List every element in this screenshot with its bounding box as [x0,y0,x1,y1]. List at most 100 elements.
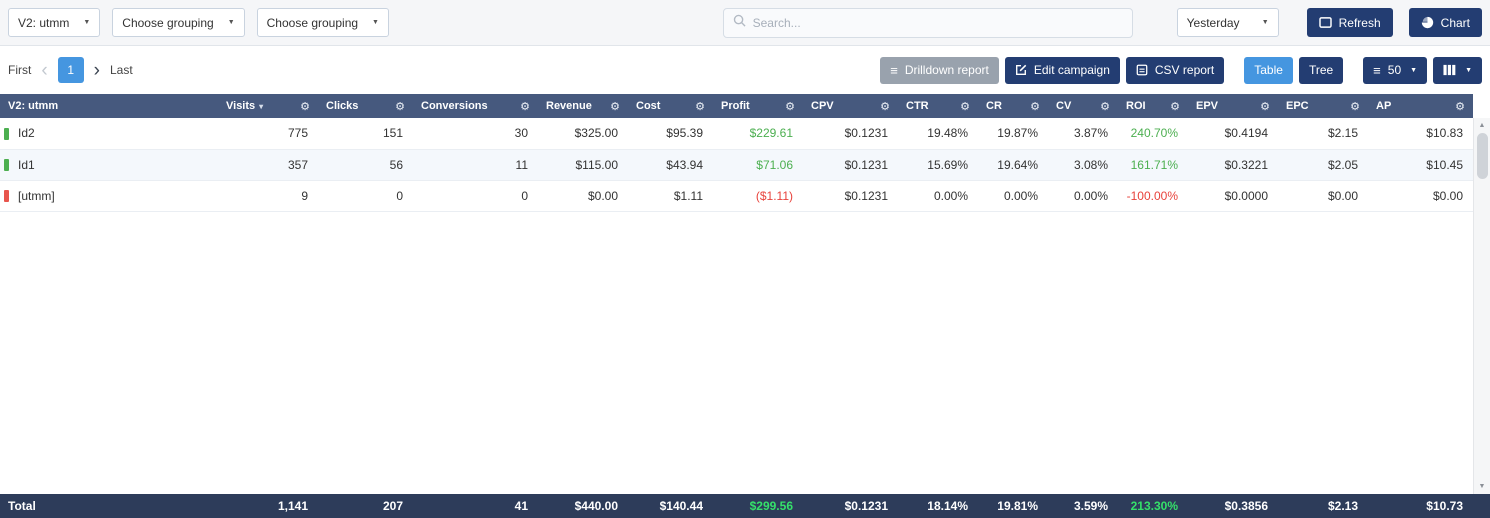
column-header-clicks[interactable]: Clicks ⚙ [318,94,413,118]
chart-label: Chart [1440,15,1470,30]
cell-name[interactable]: Id2 [0,118,218,150]
drilldown-report-button[interactable]: ≡ Drilldown report [880,56,999,84]
column-header-visits[interactable]: Visits ▾ ⚙ [218,94,318,118]
column-header-cpv[interactable]: CPV ⚙ [803,94,898,118]
cell-profit: $71.06 [713,149,803,181]
gear-icon[interactable]: ⚙ [395,100,405,113]
top-toolbar: V2: utmm ▼ Choose grouping ▼ Choose grou… [0,0,1490,46]
grouping-select-2[interactable]: Choose grouping ▼ [256,8,389,37]
scroll-down-icon[interactable]: ▼ [1478,483,1486,490]
gear-icon[interactable]: ⚙ [960,100,970,113]
gear-icon[interactable]: ⚙ [1455,100,1465,113]
gear-icon[interactable]: ⚙ [1260,100,1270,113]
cell-cr: 19.87% [978,118,1048,150]
gear-icon[interactable]: ⚙ [300,100,310,113]
chevron-down-icon: ▼ [1410,66,1418,74]
columns-button[interactable]: ▼ [1433,56,1482,84]
sub-toolbar: First ‹ 1 › Last ≡ Drilldown report Edit… [0,46,1490,94]
pagination-last[interactable]: Last [109,63,133,77]
date-range-select[interactable]: Yesterday ▼ [1176,8,1279,37]
column-header-cost[interactable]: Cost ⚙ [628,94,713,118]
cell-epc: $2.13 [1278,494,1368,518]
pagination-page-1[interactable]: 1 [57,57,84,83]
table-row[interactable]: Id1 357 56 11 $115.00 $43.94 $71.06 $0.1231 15.6… [0,149,1473,181]
cell-epv: $0.3221 [1188,149,1278,181]
cell-visits: 9 [218,180,318,212]
pagination-first[interactable]: First [8,63,32,77]
search-box[interactable] [722,7,1133,38]
scroll-up-icon[interactable]: ▲ [1478,122,1486,129]
csv-file-icon [1136,64,1148,76]
gear-icon[interactable]: ⚙ [1100,100,1110,113]
gear-icon[interactable]: ⚙ [880,100,890,113]
gear-icon[interactable]: ⚙ [785,100,795,113]
column-header-cr[interactable]: CR ⚙ [978,94,1048,118]
chevron-down-icon: ▼ [1465,66,1472,74]
total-row: Total 1,141 207 41 $440.00 $140.44 $299.56 $0.1… [0,494,1473,518]
cell-epc: $2.05 [1278,149,1368,181]
gear-icon[interactable]: ⚙ [610,100,620,113]
gear-icon[interactable]: ⚙ [1350,100,1360,113]
column-header-ctr[interactable]: CTR ⚙ [898,94,978,118]
table-row[interactable]: Id2 775 151 30 $325.00 $95.39 $229.61 $0.1231 19… [0,118,1473,150]
column-header-cv[interactable]: CV ⚙ [1048,94,1118,118]
column-label: Profit [721,100,750,112]
gear-icon[interactable]: ⚙ [520,100,530,113]
gear-icon[interactable]: ⚙ [1170,100,1180,113]
cell-visits: 357 [218,149,318,181]
column-header-epc[interactable]: EPC ⚙ [1278,94,1368,118]
total-table: Total 1,141 207 41 $440.00 $140.44 $299.56 $0.1… [0,494,1473,518]
column-label: Clicks [326,100,359,112]
column-header-name[interactable]: V2: utmm [0,94,218,118]
column-header-roi[interactable]: ROI ⚙ [1118,94,1188,118]
column-header-conversions[interactable]: Conversions ⚙ [413,94,538,118]
table-row[interactable]: [utmm] 9 0 0 $0.00 $1.11 ($1.11) $0.1231 0.00% 0.… [0,180,1473,212]
chevron-right-icon[interactable]: › [93,59,100,81]
column-header-epv[interactable]: EPV ⚙ [1188,94,1278,118]
grouping-select-1[interactable]: Choose grouping ▼ [112,8,245,37]
column-label: Visits [226,100,256,112]
campaign-select[interactable]: V2: utmm ▼ [8,8,101,37]
chart-button[interactable]: Chart [1408,8,1482,37]
cell-profit: ($1.11) [713,180,803,212]
cell-roi: 213.30% [1118,494,1188,518]
column-label: CTR [906,100,929,112]
cell-roi: 161.71% [1118,149,1188,181]
csv-report-button[interactable]: CSV report [1125,56,1225,84]
scrollbar-thumb[interactable] [1476,133,1488,179]
vertical-scrollbar[interactable]: ▲ ▼ [1473,118,1490,494]
grouping-select-2-value: Choose grouping [266,15,359,30]
edit-campaign-button[interactable]: Edit campaign [1004,56,1120,84]
edit-icon [1015,64,1027,76]
drilldown-report-label: Drilldown report [904,63,989,77]
report-actions: ≡ Drilldown report Edit campaign CSV rep… [880,56,1482,84]
cell-cv: 3.59% [1048,494,1118,518]
total-bar: Total 1,141 207 41 $440.00 $140.44 $299.56 $0.1… [0,494,1490,518]
column-header-ap[interactable]: AP ⚙ [1368,94,1473,118]
cell-profit: $229.61 [713,118,803,150]
cell-clicks: 151 [318,118,413,150]
cell-conversions: 0 [413,180,538,212]
view-tree-button[interactable]: Tree [1298,56,1344,84]
cell-cv: 3.87% [1048,118,1118,150]
column-label: CPV [811,100,834,112]
view-table-button[interactable]: Table [1244,56,1293,84]
cell-epv: $0.3856 [1188,494,1278,518]
cell-name[interactable]: [utmm] [0,180,218,212]
cell-epc: $0.00 [1278,180,1368,212]
cell-cpv: $0.1231 [803,149,898,181]
column-header-profit[interactable]: Profit ⚙ [713,94,803,118]
column-header-revenue[interactable]: Revenue ⚙ [538,94,628,118]
search-icon [733,14,746,32]
chevron-left-icon[interactable]: ‹ [41,59,48,81]
cell-cost: $1.11 [628,180,713,212]
gear-icon[interactable]: ⚙ [1030,100,1040,113]
cell-clicks: 207 [318,494,413,518]
gear-icon[interactable]: ⚙ [695,100,705,113]
cell-name: Total [0,494,218,518]
cell-name[interactable]: Id1 [0,149,218,181]
cell-cost: $95.39 [628,118,713,150]
page-size-button[interactable]: ≡ 50 ▼ [1363,56,1428,84]
search-input[interactable] [752,15,1123,30]
refresh-button[interactable]: Refresh [1306,8,1393,37]
